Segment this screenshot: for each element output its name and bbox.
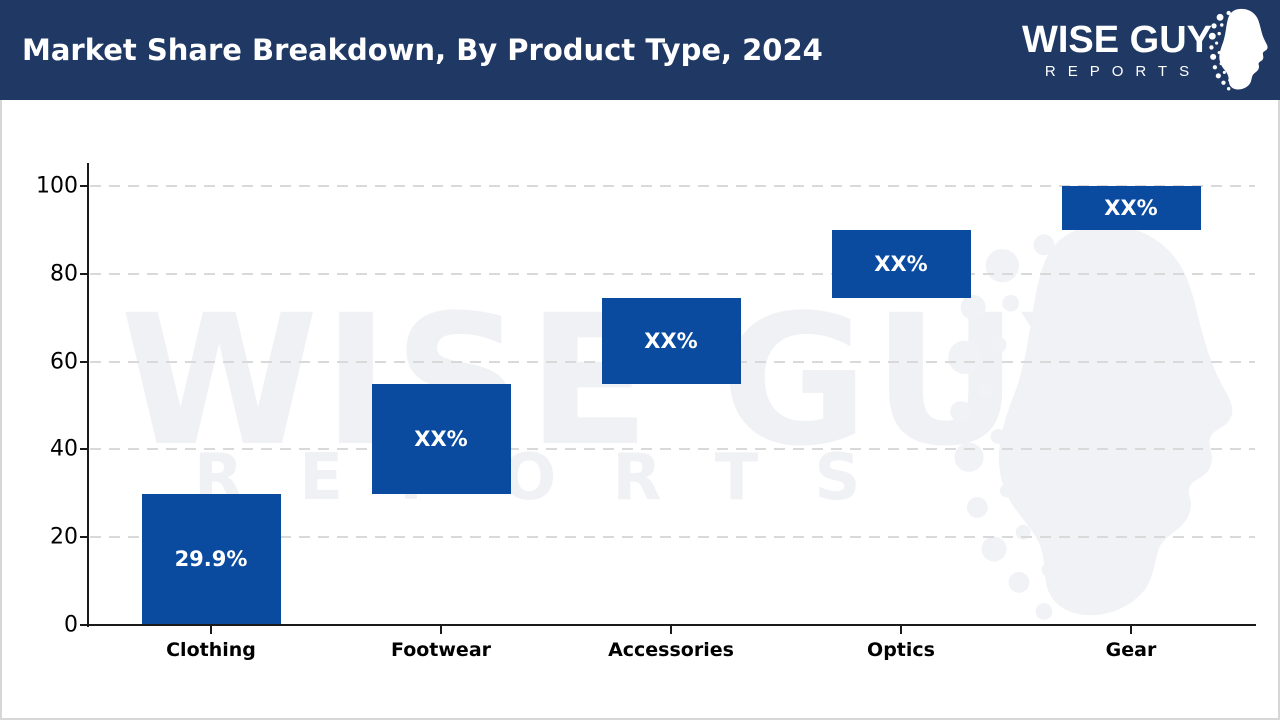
x-tick-label-accessories-text: Accessories [608, 639, 734, 661]
y-tick-mark-80 [80, 272, 88, 275]
y-tick-label-0-text: 0 [64, 612, 78, 638]
bar-accessories-text: XX% [644, 328, 698, 353]
y-tick-label-20-text: 20 [50, 524, 78, 550]
logo-line2: REPORTS [1044, 62, 1202, 80]
bar-footwear-text: XX% [414, 426, 468, 451]
y-tick-label-60-text: 60 [50, 349, 78, 375]
y-tick-mark-100 [80, 185, 88, 187]
gridline-80 [90, 272, 1255, 275]
x-tick-label-gear: Gear [1106, 639, 1157, 661]
x-axis [87, 624, 1256, 626]
x-tick-label-optics-text: Optics [867, 639, 935, 661]
logo-face-icon [1208, 6, 1270, 94]
y-tick-label-80-text: 80 [50, 261, 78, 287]
x-tick-label-footwear: Footwear [391, 639, 491, 661]
bar-clothing: 29.9% [141, 493, 281, 625]
y-tick-mark-20 [80, 536, 88, 539]
x-tick-mark-gear [1130, 626, 1132, 634]
gridline-20 [90, 536, 1255, 539]
y-tick-label-100-text: 100 [36, 173, 78, 199]
y-tick-label-40-text: 40 [50, 436, 78, 462]
x-tick-mark-accessories [670, 626, 672, 634]
bar-accessories: XX% [601, 298, 741, 384]
page-title: Market Share Breakdown, By Product Type,… [22, 33, 823, 67]
x-tick-mark-optics [900, 626, 902, 634]
y-tick-mark-0 [80, 624, 88, 626]
y-tick-label-40: 40 [22, 437, 78, 462]
x-tick-label-optics: Optics [867, 639, 935, 661]
bar-gear-text: XX% [1104, 196, 1158, 221]
logo: WISE GUY REPORTS [1022, 2, 1270, 98]
x-tick-label-gear-text: Gear [1105, 639, 1157, 661]
gridline-40 [90, 448, 1255, 451]
bar-optics: XX% [831, 230, 971, 299]
x-tick-label-clothing: Clothing [166, 639, 256, 661]
x-tick-label-accessories: Accessories [608, 639, 734, 661]
x-tick-label-clothing-text: Clothing [166, 639, 256, 661]
bar-optics-text: XX% [874, 252, 928, 277]
header-bar: Market Share Breakdown, By Product Type,… [0, 0, 1280, 100]
y-tick-label-80: 80 [22, 261, 78, 286]
logo-line1: WISE GUY [1021, 18, 1212, 61]
gridline-100 [90, 185, 1255, 187]
bar-footwear: XX% [371, 383, 511, 494]
x-tick-label-footwear-text: Footwear [390, 639, 492, 661]
bar-gear: XX% [1061, 186, 1201, 231]
logo-wordmark: WISE GUY REPORTS [1022, 21, 1212, 80]
bar-clothing-text: 29.9% [174, 547, 248, 572]
y-axis [87, 163, 89, 627]
y-tick-mark-60 [80, 360, 88, 363]
y-tick-label-0: 0 [22, 613, 78, 638]
y-tick-mark-40 [80, 448, 88, 451]
watermark-reports: REPORTS [194, 441, 917, 515]
y-tick-label-100: 100 [22, 174, 78, 199]
y-tick-label-20: 20 [22, 525, 78, 550]
x-tick-mark-clothing [210, 626, 212, 634]
y-tick-label-60: 60 [22, 349, 78, 374]
x-tick-mark-footwear [440, 626, 442, 634]
